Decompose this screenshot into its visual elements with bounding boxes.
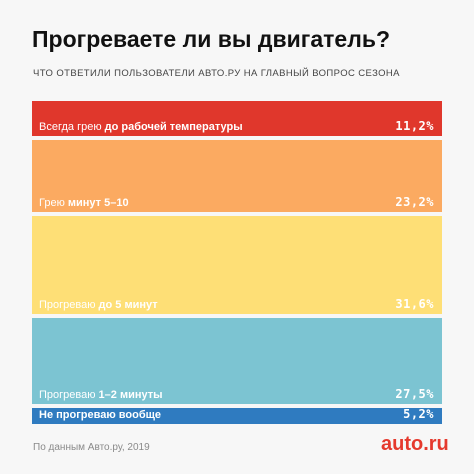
bar-value: 27,5% [395,387,434,401]
bar-label-bold: до 5 минут [98,299,158,311]
bar-value: 23,2% [395,195,434,209]
bar-label-bold: 1–2 минуты [98,389,163,401]
bar-value: 5,2% [403,407,434,421]
bar-label-bold: минут 5–10 [67,197,129,209]
bar-4: Прогреваю 1–2 минуты 27,5% [32,318,442,404]
bar-label: Не прогреваю вообще [39,409,161,421]
bar-chart: Всегда грею до рабочей температуры 11,2% Г… [32,101,442,424]
bar-value: 31,6% [395,297,434,311]
bar-label: Грею минут 5–10 [39,197,129,209]
bar-label: Прогреваю до 5 минут [39,299,158,311]
bar-label-plain: Прогреваю [39,299,99,311]
bar-label-plain: Прогреваю [39,389,99,401]
bar-label-plain: Всегда грею [39,121,105,133]
auto-ru-logo: auto.ru [381,433,449,455]
chart-title: Прогреваете ли вы двигатель? [32,26,391,52]
bar-value: 11,2% [395,119,434,133]
bar-label-bold: Не прогреваю вообще [39,409,162,421]
bar-2: Грею минут 5–10 23,2% [32,140,442,212]
bar-label: Прогреваю 1–2 минуты [39,389,163,401]
bar-label-bold: до рабочей температуры [104,121,243,133]
bar-3: Прогреваю до 5 минут 31,6% [32,216,442,314]
chart-subtitle: ЧТО ОТВЕТИЛИ ПОЛЬЗОВАТЕЛИ АВТО.РУ НА ГЛА… [33,68,400,79]
bar-label: Всегда грею до рабочей температуры [39,121,243,133]
source-footnote: По данным Авто.ру, 2019 [33,442,150,453]
bar-5: Не прогреваю вообще 5,2% [32,407,442,424]
bar-1: Всегда грею до рабочей температуры 11,2% [32,101,442,136]
bar-label-plain: Грею [39,197,68,209]
